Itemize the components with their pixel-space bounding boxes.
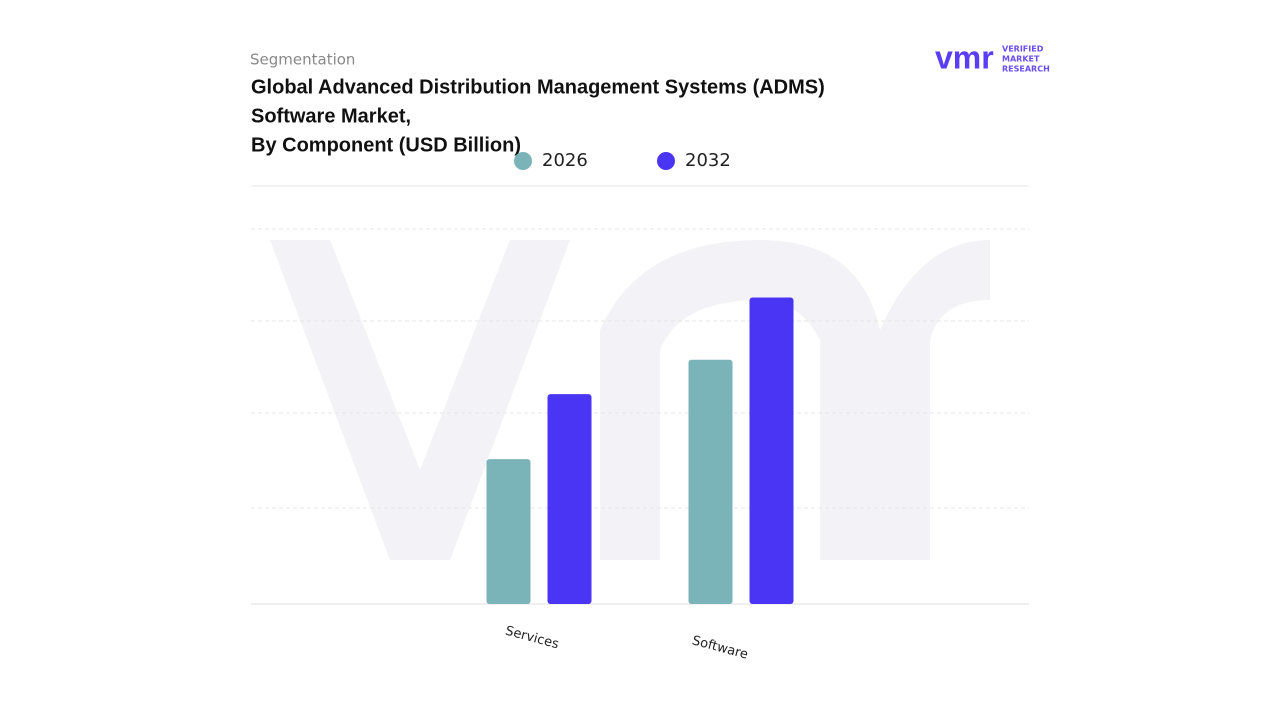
logo-mark: vmr [935, 39, 994, 75]
chart-title: Software Market, [251, 105, 411, 127]
logo-text: RESEARCH [1002, 65, 1050, 74]
legend-swatch [657, 152, 675, 170]
watermark [270, 240, 570, 560]
x-tick-label: Software [690, 633, 749, 662]
legend-label: 2026 [542, 150, 588, 171]
chart-title: By Component (USD Billion) [251, 134, 521, 156]
bar [688, 359, 733, 604]
x-tick-label: Services [504, 624, 561, 653]
legend-label: 2032 [685, 150, 731, 171]
bar [547, 394, 592, 604]
bar [486, 459, 531, 604]
chart-title: Global Advanced Distribution Management … [251, 76, 825, 98]
watermark [880, 240, 990, 560]
subtitle: Segmentation [250, 51, 355, 69]
logo-text: MARKET [1002, 55, 1040, 64]
watermark [600, 240, 880, 560]
bar [749, 297, 794, 604]
legend-swatch [514, 152, 532, 170]
logo-text: VERIFIED [1002, 45, 1044, 54]
